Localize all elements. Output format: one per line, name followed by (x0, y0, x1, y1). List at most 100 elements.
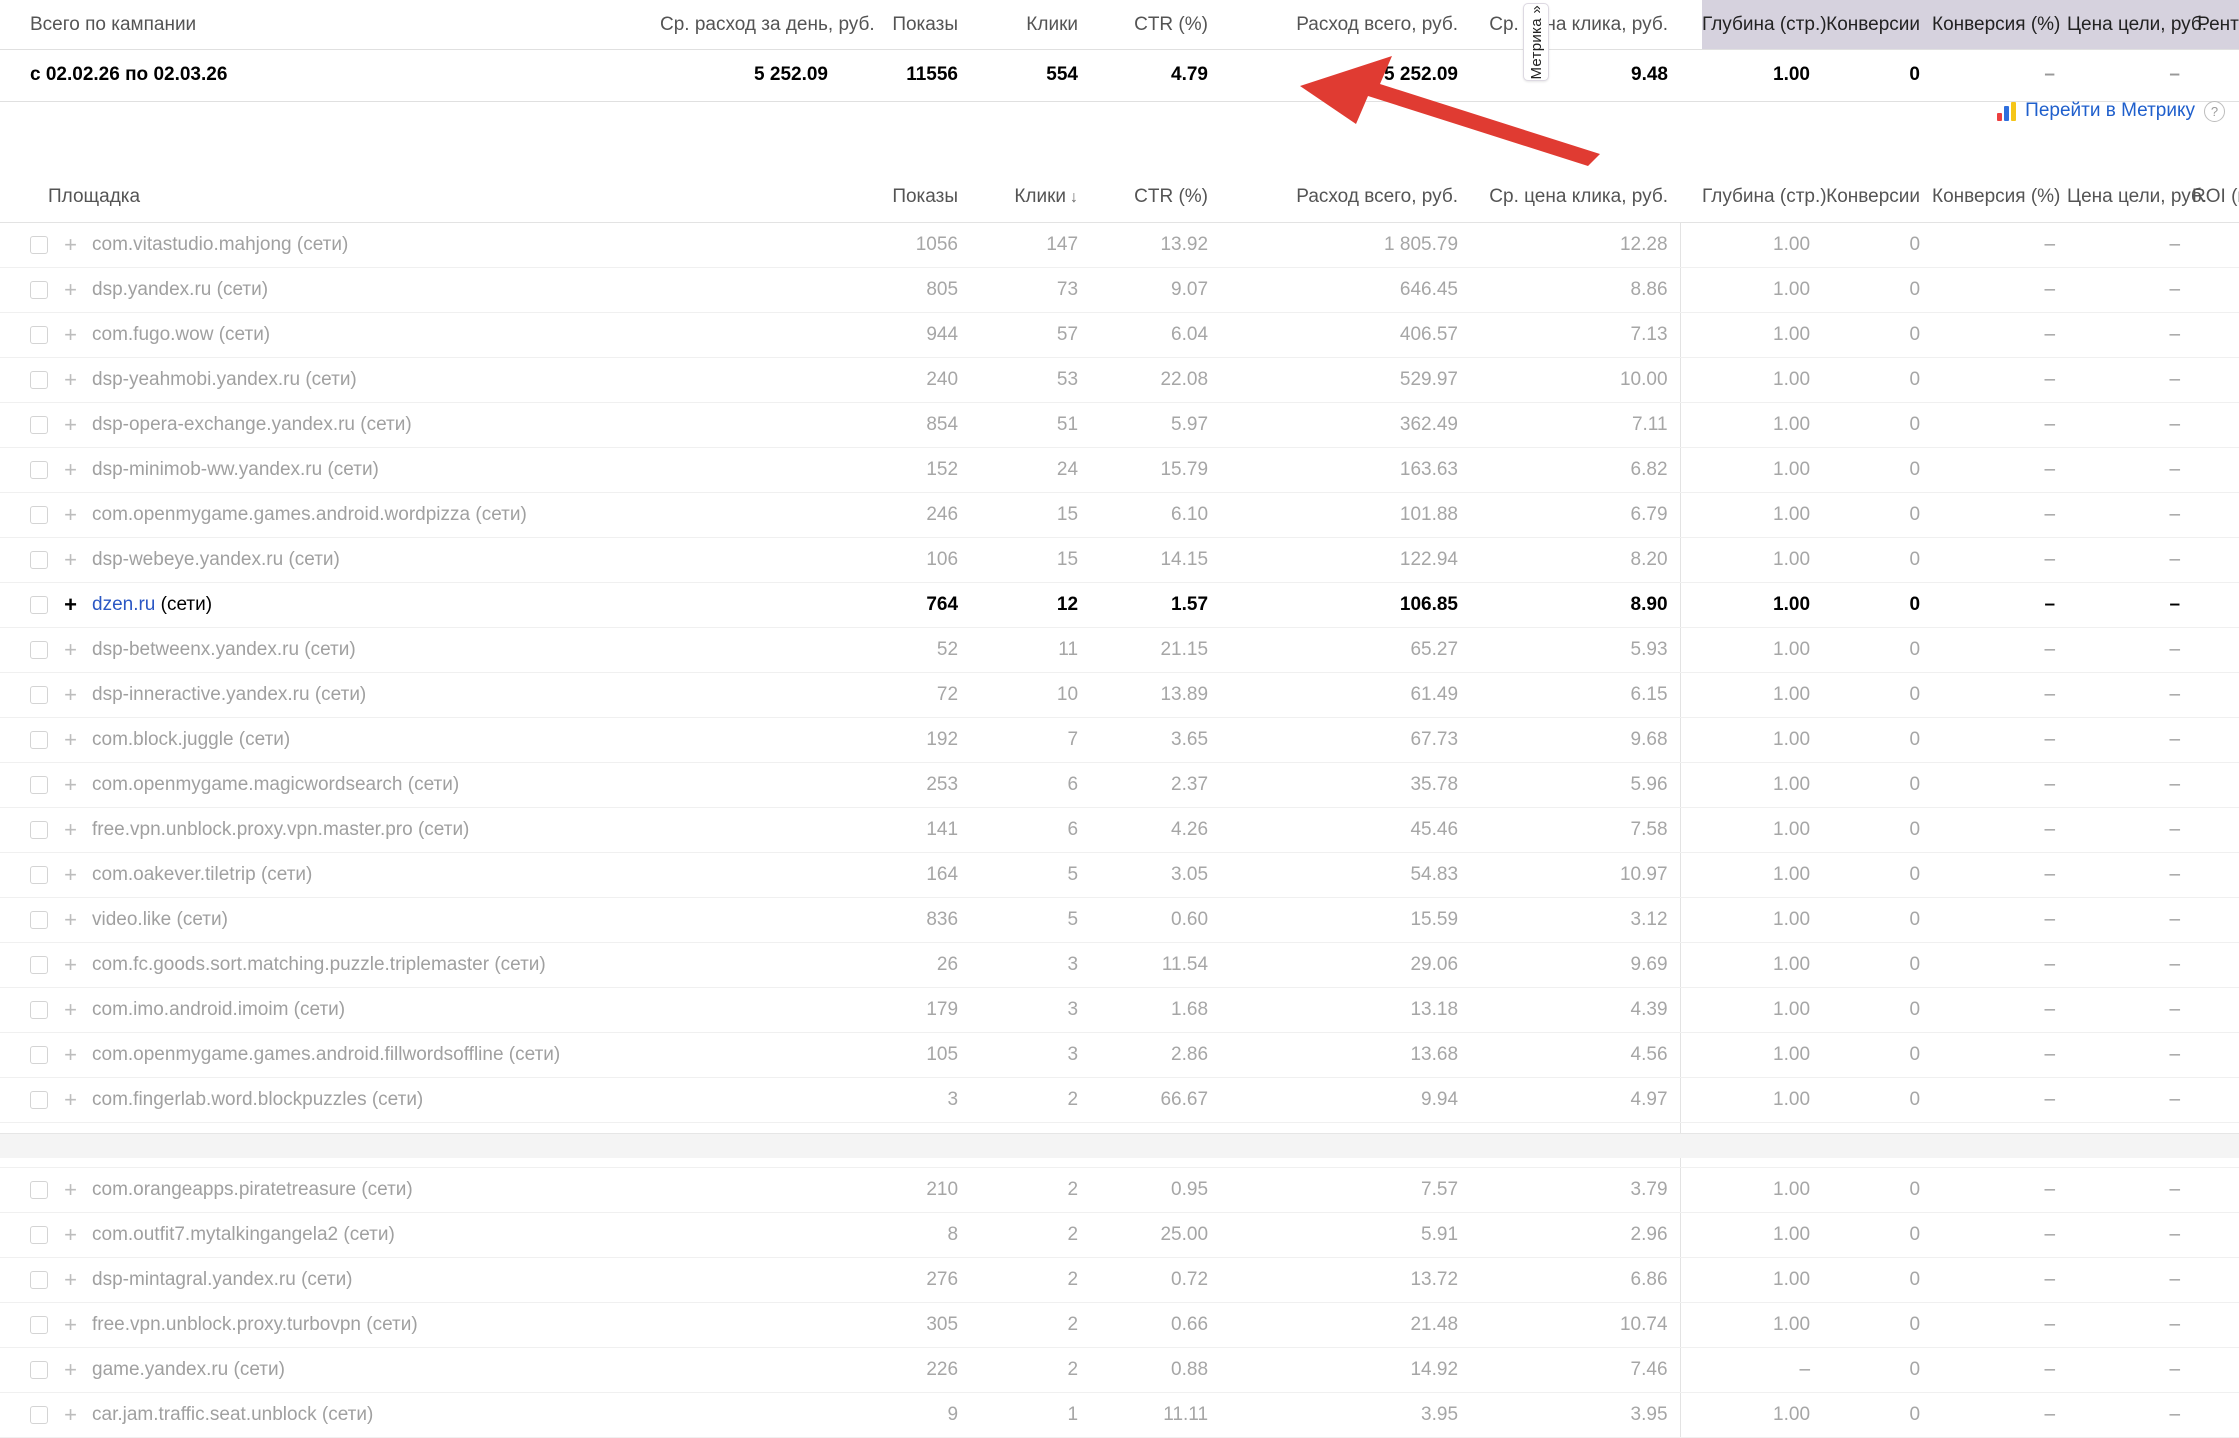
expand-plus-icon[interactable]: + (64, 907, 77, 932)
row-checkbox[interactable] (30, 461, 48, 479)
expand-plus-icon[interactable]: + (64, 277, 77, 302)
summary-header-ctr[interactable]: CTR (%) (1090, 0, 1220, 50)
row-checkbox[interactable] (30, 1271, 48, 1289)
expand-plus-icon[interactable]: + (64, 502, 77, 527)
header-avg-cpc[interactable]: Ср. цена клика, руб. (1470, 186, 1681, 223)
header-conversion-rate[interactable]: Конверсия (%) (1932, 186, 2068, 223)
expand-plus-icon[interactable]: + (64, 862, 77, 887)
table-row[interactable]: + com.fugo.wow (сети) 944 57 6.04 406.57 7.13 1… (0, 312, 2239, 358)
table-row[interactable]: + dsp-opera-exchange.yandex.ru (сети) 854 5… (0, 402, 2239, 448)
table-row[interactable]: + dsp-webeye.yandex.ru (сети) 106 15 14.15 12… (0, 537, 2239, 583)
header-conversions[interactable]: Конверсии (1822, 186, 1933, 223)
row-checkbox[interactable] (30, 956, 48, 974)
row-checkbox[interactable] (30, 911, 48, 929)
expand-plus-icon[interactable]: + (64, 367, 77, 392)
table-row[interactable]: + video.like (сети) 836 5 0.60 15.59 3.12 1.00 0… (0, 897, 2239, 943)
header-placement[interactable]: Площадка (0, 186, 841, 223)
row-checkbox[interactable] (30, 641, 48, 659)
summary-header-conversions[interactable]: Конверсии (1822, 0, 1932, 50)
expand-plus-icon[interactable]: + (64, 1357, 77, 1382)
header-ctr[interactable]: CTR (%) (1090, 186, 1221, 223)
table-row[interactable]: + free.vpn.unblock.proxy.vpn.master.pro (… (0, 807, 2239, 853)
header-clicks[interactable]: Клики ↓ (970, 186, 1091, 223)
header-impressions[interactable]: Показы (840, 186, 971, 223)
row-checkbox[interactable] (30, 281, 48, 299)
row-checkbox[interactable] (30, 371, 48, 389)
summary-header-impressions[interactable]: Показы (840, 0, 970, 50)
expand-plus-icon[interactable]: + (64, 412, 77, 437)
summary-header-total-cost[interactable]: Расход всего, руб. (1220, 0, 1470, 50)
expand-plus-icon[interactable]: + (64, 952, 77, 977)
table-row[interactable]: + com.openmygame.games.android.fillwordso… (0, 1032, 2239, 1078)
expand-plus-icon[interactable]: + (64, 997, 77, 1022)
row-checkbox[interactable] (30, 326, 48, 344)
row-checkbox[interactable] (30, 1046, 48, 1064)
expand-plus-icon[interactable]: + (64, 1267, 77, 1292)
table-row[interactable]: + dzen.ru (сети) 764 12 1.57 106.85 8.90 1.00 0–… (0, 582, 2239, 628)
help-question-icon[interactable]: ? (2204, 100, 2225, 122)
table-row[interactable]: + com.outfit7.mytalkingangela2 (сети) 8 2 25… (0, 1212, 2239, 1258)
summary-header-conversion-rate[interactable]: Конверсия (%) (1932, 0, 2067, 50)
expand-plus-icon[interactable]: + (64, 547, 77, 572)
expand-plus-icon[interactable]: + (64, 457, 77, 482)
row-checkbox[interactable] (30, 776, 48, 794)
expand-plus-icon[interactable]: + (64, 1312, 77, 1337)
row-checkbox[interactable] (30, 506, 48, 524)
table-row[interactable]: + dsp.yandex.ru (сети) 805 73 9.07 646.45 8.86… (0, 267, 2239, 313)
row-checkbox[interactable] (30, 1361, 48, 1379)
table-row[interactable]: + com.fc.goods.sort.matching.puzzle.tripl… (0, 942, 2239, 988)
expand-plus-icon[interactable]: + (64, 322, 77, 347)
table-row[interactable]: + dsp-mintagral.yandex.ru (сети) 276 2 0.72 1… (0, 1257, 2239, 1303)
table-row[interactable]: + dsp-yeahmobi.yandex.ru (сети) 240 53 22.08… (0, 357, 2239, 403)
row-checkbox[interactable] (30, 596, 48, 614)
summary-header-depth[interactable]: Глубина (стр.) (1702, 0, 1827, 50)
placement-name[interactable]: dzen.ru (сети) (92, 594, 212, 616)
table-row[interactable]: + game.yandex.ru (сети) 226 2 0.88 14.92 7.46–… (0, 1347, 2239, 1393)
table-row[interactable]: + dsp-inneractive.yandex.ru (сети) 72 10 13.… (0, 672, 2239, 718)
expand-plus-icon[interactable]: + (64, 1222, 77, 1247)
row-checkbox[interactable] (30, 1316, 48, 1334)
table-row[interactable]: + com.openmygame.games.android.wordpizza … (0, 492, 2239, 538)
row-checkbox[interactable] (30, 1406, 48, 1424)
expand-plus-icon[interactable]: + (64, 1402, 77, 1427)
row-checkbox[interactable] (30, 236, 48, 254)
table-row[interactable]: + dsp-minimob-ww.yandex.ru (сети) 152 24 15.… (0, 447, 2239, 493)
summary-header-goal-price[interactable]: Цена цели, руб. (2067, 0, 2207, 50)
header-roi[interactable]: ROI (по ценности) (2192, 186, 2239, 223)
row-checkbox[interactable] (30, 416, 48, 434)
expand-plus-icon[interactable]: + (64, 592, 77, 617)
header-total-cost[interactable]: Расход всего, руб. (1220, 186, 1471, 223)
table-row[interactable]: + car.jam.traffic.seat.unblock (сети) 9 1 11… (0, 1392, 2239, 1438)
row-checkbox[interactable] (30, 551, 48, 569)
table-row[interactable]: + com.imo.android.imoim (сети) 179 3 1.68 13.… (0, 987, 2239, 1033)
row-checkbox[interactable] (30, 1001, 48, 1019)
table-row[interactable]: + com.fingerlab.word.blockpuzzles (сети) 3… (0, 1077, 2239, 1123)
row-checkbox[interactable] (30, 731, 48, 749)
summary-header-avg-cpc[interactable]: Ср. цена клика, руб. (1470, 0, 1680, 50)
row-checkbox[interactable] (30, 1226, 48, 1244)
table-row[interactable]: + dsp-betweenx.yandex.ru (сети) 52 11 21.15 6… (0, 627, 2239, 673)
expand-plus-icon[interactable]: + (64, 1042, 77, 1067)
row-checkbox[interactable] (30, 821, 48, 839)
row-checkbox[interactable] (30, 686, 48, 704)
table-row[interactable]: + com.vitastudio.mahjong (сети) 1056 147 13.… (0, 222, 2239, 268)
row-checkbox[interactable] (30, 1181, 48, 1199)
summary-header-avg-daily-cost[interactable]: Ср. расход за день, руб. (660, 0, 875, 50)
header-goal-price[interactable]: Цена цели, руб. (2067, 186, 2207, 223)
summary-header-profitability[interactable]: Рентабельность (2192, 0, 2239, 50)
summary-header-clicks[interactable]: Клики (970, 0, 1090, 50)
header-depth[interactable]: Глубина (стр.) (1702, 186, 1827, 223)
expand-plus-icon[interactable]: + (64, 772, 77, 797)
expand-plus-icon[interactable]: + (64, 637, 77, 662)
expand-plus-icon[interactable]: + (64, 817, 77, 842)
expand-plus-icon[interactable]: + (64, 727, 77, 752)
expand-plus-icon[interactable]: + (64, 682, 77, 707)
table-row[interactable]: + com.oakever.tiletrip (сети) 164 5 3.05 54.8… (0, 852, 2239, 898)
expand-plus-icon[interactable]: + (64, 232, 77, 257)
table-row[interactable]: + com.orangeapps.piratetreasure (сети) 210… (0, 1167, 2239, 1213)
row-checkbox[interactable] (30, 866, 48, 884)
table-row[interactable]: + free.vpn.unblock.proxy.turbovpn (сети) 3… (0, 1302, 2239, 1348)
expand-plus-icon[interactable]: + (64, 1087, 77, 1112)
row-checkbox[interactable] (30, 1091, 48, 1109)
table-row[interactable]: + com.openmygame.magicwordsearch (сети) 25… (0, 762, 2239, 808)
